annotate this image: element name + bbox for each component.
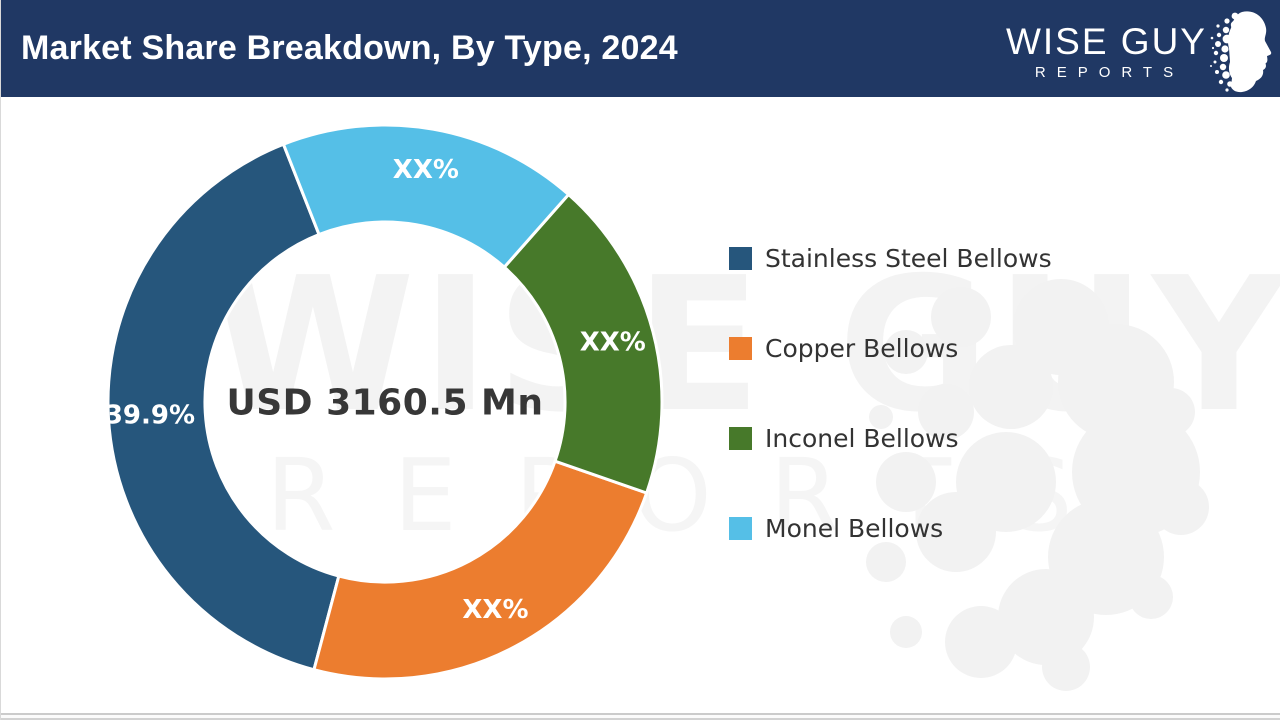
donut-chart: 39.9% XX% XX% XX% (105, 123, 664, 681)
brand-subtitle: REPORTS (1034, 64, 1185, 81)
legend-swatch (729, 426, 752, 450)
legend-label: Inconel Bellows (765, 423, 959, 453)
legend-item: Monel Bellows (729, 513, 944, 543)
legend-item: Inconel Bellows (729, 423, 959, 453)
legend-item: Copper Bellows (729, 333, 959, 363)
brand-logo-text: WISE GUY REPORTS (1005, 21, 1207, 82)
brand-name: WISE GUY (1005, 21, 1207, 62)
page-title: Market Share Breakdown, By Type, 2024 (21, 29, 678, 67)
segment-pct-label: XX% (462, 595, 528, 625)
chart-center-value: USD 3160.5 Mn (226, 382, 544, 424)
legend-swatch (729, 336, 752, 360)
donut-segment (281, 123, 571, 269)
legend-swatch (729, 246, 752, 270)
donut-segment (312, 459, 649, 681)
legend-label: Monel Bellows (765, 513, 944, 543)
legend-swatch (729, 516, 752, 540)
logo-face-icon (1210, 11, 1272, 93)
legend-label: Copper Bellows (765, 333, 959, 363)
segment-pct-label: XX% (580, 327, 646, 357)
brand-logo: WISE GUY REPORTS (1006, 6, 1273, 94)
legend-item: Stainless Steel Bellows (729, 243, 1052, 273)
donut-segment (106, 142, 341, 672)
chart-area: WISE GUY REPORTS 39.9% XX% XX% XX% USD 3160… (1, 97, 1280, 713)
segment-pct-label: XX% (393, 155, 459, 185)
legend-label: Stainless Steel Bellows (765, 243, 1052, 273)
segment-pct-label: 39.9% (105, 401, 195, 431)
header-bar: Market Share Breakdown, By Type, 2024 WI… (1, 0, 1280, 97)
footer-rule (1, 713, 1280, 720)
